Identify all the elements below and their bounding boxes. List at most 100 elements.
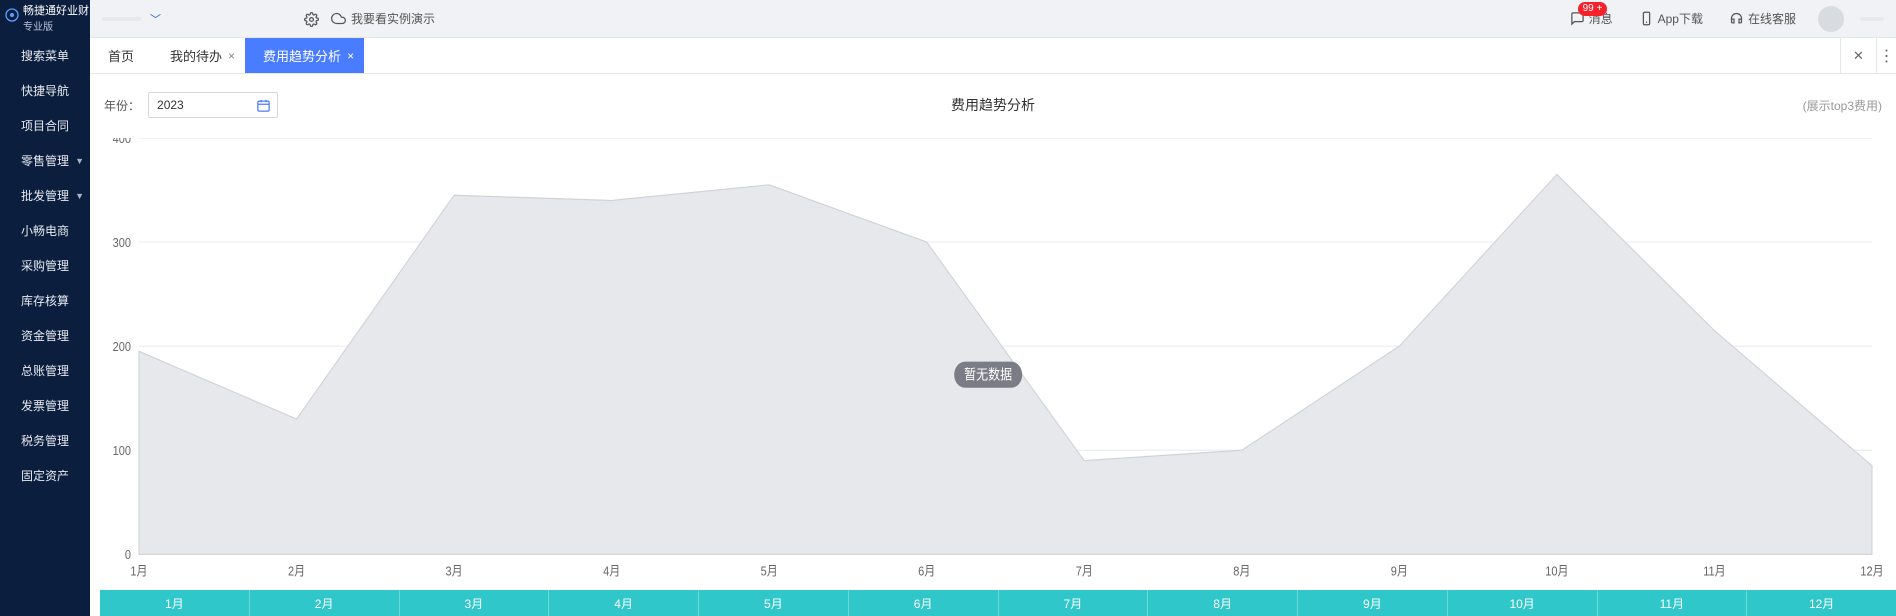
svg-text:暂无数据: 暂无数据	[964, 366, 1012, 382]
content-area: 年份： 2023 费用趋势分析 (展示top3费用) 0 100 200 300 400…	[90, 74, 1896, 616]
svg-text:100: 100	[113, 443, 132, 458]
support-label: 在线客服	[1748, 10, 1796, 27]
sidebar-item-label: 采购管理	[21, 257, 69, 274]
org-name	[102, 17, 142, 21]
brand-icon	[4, 7, 20, 23]
user-name	[1860, 17, 1884, 21]
app-download-button[interactable]: App下载	[1639, 10, 1703, 27]
sidebar-item-0[interactable]: 搜索菜单	[0, 38, 90, 73]
sidebar-item-11[interactable]: 税务管理	[0, 423, 90, 458]
phone-icon	[1639, 11, 1654, 26]
sidebar-item-1[interactable]: 快捷导航	[0, 73, 90, 108]
demo-label: 我要看实例演示	[351, 10, 435, 27]
app-download-label: App下载	[1658, 10, 1703, 27]
sidebar-item-3[interactable]: 零售管理 ▼	[0, 143, 90, 178]
sidebar-item-2[interactable]: 项目合同	[0, 108, 90, 143]
month-cell-12[interactable]: 12月	[1747, 590, 1896, 616]
month-cell-3[interactable]: 3月	[400, 590, 550, 616]
messages-badge: 99 +	[1578, 2, 1608, 16]
sidebar-item-label: 项目合同	[21, 117, 69, 134]
chart-note: (展示top3费用)	[1803, 97, 1882, 114]
tab-label: 费用趋势分析	[263, 46, 341, 65]
sidebar-item-8[interactable]: 资金管理	[0, 318, 90, 353]
svg-text:4月: 4月	[603, 564, 620, 579]
svg-text:10月: 10月	[1545, 564, 1568, 579]
svg-text:3月: 3月	[446, 564, 463, 579]
year-value: 2023	[157, 98, 184, 112]
month-cell-4[interactable]: 4月	[549, 590, 699, 616]
chevron-down-icon: ﹀	[150, 11, 161, 27]
svg-text:1月: 1月	[130, 564, 147, 579]
sidebar-item-label: 总账管理	[21, 362, 69, 379]
sidebar-item-4[interactable]: 批发管理 ▼	[0, 178, 90, 213]
brand-logo: 畅捷通好业财 专业版	[0, 0, 90, 38]
svg-text:9月: 9月	[1391, 564, 1408, 579]
sidebar-item-10[interactable]: 发票管理	[0, 388, 90, 423]
sidebar-item-label: 发票管理	[21, 397, 69, 414]
gear-icon[interactable]	[304, 10, 319, 26]
tabs-more-button[interactable]: ⋮	[1876, 38, 1896, 73]
sidebar-item-9[interactable]: 总账管理	[0, 353, 90, 388]
sidebar-item-label: 批发管理	[21, 187, 69, 204]
svg-text:11月: 11月	[1703, 564, 1725, 579]
close-icon[interactable]: ×	[228, 49, 235, 63]
tab-label: 我的待办	[170, 46, 222, 65]
sidebar: 畅捷通好业财 专业版 搜索菜单快捷导航项目合同零售管理 ▼ 批发管理 ▼ 小畅电商采购管…	[0, 0, 90, 616]
close-all-tabs-button[interactable]: ✕	[1840, 38, 1876, 73]
tab-2[interactable]: 费用趋势分析 ×	[245, 38, 364, 73]
month-cell-5[interactable]: 5月	[699, 590, 849, 616]
month-cell-11[interactable]: 11月	[1598, 590, 1748, 616]
sidebar-item-label: 库存核算	[21, 292, 69, 309]
messages-button[interactable]: 99 + 消息	[1570, 10, 1613, 27]
sidebar-item-label: 固定资产	[21, 467, 69, 484]
month-cell-7[interactable]: 7月	[999, 590, 1149, 616]
sidebar-item-12[interactable]: 固定资产	[0, 458, 90, 493]
month-cell-8[interactable]: 8月	[1148, 590, 1298, 616]
chart-title: 费用趋势分析	[951, 95, 1035, 115]
brand-edition: 专业版	[23, 18, 89, 33]
calendar-icon	[256, 97, 271, 113]
headset-icon	[1729, 11, 1744, 26]
year-input[interactable]: 2023	[148, 92, 278, 118]
month-strip: 1月2月3月4月5月6月7月8月9月10月11月12月	[100, 590, 1896, 616]
avatar[interactable]	[1818, 6, 1844, 32]
brand-name: 畅捷通好业财	[23, 6, 89, 17]
tab-1[interactable]: 我的待办 ×	[152, 38, 245, 73]
year-label: 年份：	[104, 97, 140, 114]
tabs-bar: 首页 我的待办 × 费用趋势分析 × ✕ ⋮	[90, 38, 1896, 74]
cloud-icon	[331, 11, 346, 26]
sidebar-item-label: 快捷导航	[21, 82, 69, 99]
tab-0[interactable]: 首页	[90, 38, 152, 73]
month-cell-10[interactable]: 10月	[1448, 590, 1598, 616]
sidebar-item-7[interactable]: 库存核算	[0, 283, 90, 318]
svg-text:5月: 5月	[761, 564, 778, 579]
month-cell-1[interactable]: 1月	[100, 590, 250, 616]
sidebar-item-label: 税务管理	[21, 432, 69, 449]
svg-text:6月: 6月	[918, 564, 935, 579]
sidebar-item-label: 零售管理	[21, 152, 69, 169]
svg-text:7月: 7月	[1076, 564, 1093, 579]
svg-text:0: 0	[125, 547, 131, 562]
filter-row: 年份： 2023 费用趋势分析 (展示top3费用)	[104, 92, 1882, 118]
month-cell-2[interactable]: 2月	[250, 590, 400, 616]
sidebar-item-6[interactable]: 采购管理	[0, 248, 90, 283]
demo-link[interactable]: 我要看实例演示	[331, 10, 435, 27]
sidebar-item-label: 搜索菜单	[21, 47, 69, 64]
month-cell-9[interactable]: 9月	[1298, 590, 1448, 616]
sidebar-item-label: 小畅电商	[21, 222, 69, 239]
sidebar-item-5[interactable]: 小畅电商	[0, 213, 90, 248]
svg-text:300: 300	[113, 235, 132, 250]
month-cell-6[interactable]: 6月	[849, 590, 999, 616]
caret-down-icon: ▼	[75, 156, 84, 166]
org-selector[interactable]: ﹀	[102, 11, 292, 27]
tab-label: 首页	[108, 46, 134, 65]
sidebar-item-label: 资金管理	[21, 327, 69, 344]
svg-text:12月: 12月	[1860, 564, 1882, 579]
svg-text:200: 200	[113, 339, 132, 354]
caret-down-icon: ▼	[75, 191, 84, 201]
svg-text:400: 400	[113, 138, 132, 146]
chart: 01002003004001月2月3月4月5月6月7月8月9月10月11月12月…	[104, 138, 1882, 590]
close-icon[interactable]: ×	[347, 49, 354, 63]
support-button[interactable]: 在线客服	[1729, 10, 1796, 27]
svg-text:8月: 8月	[1233, 564, 1250, 579]
